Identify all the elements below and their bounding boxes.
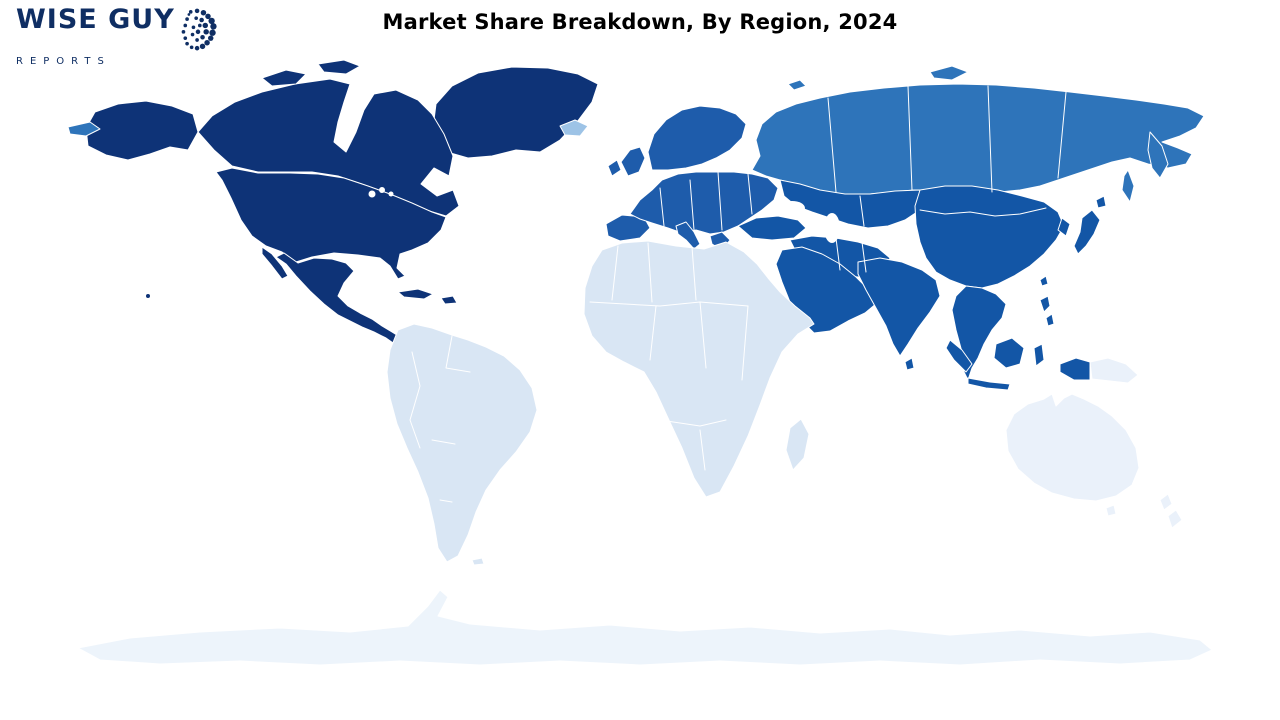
map-region-korea (1057, 217, 1071, 237)
map-region-java (967, 377, 1011, 391)
map-region-falkland-islands (471, 557, 485, 566)
map-region-alaska (85, 100, 199, 161)
map-region-scandinavia (647, 105, 747, 171)
map-region-tasmania (1105, 504, 1117, 517)
map-region-greenland (432, 66, 599, 159)
map-region-cuba (397, 288, 434, 300)
map-region-sri-lanka (904, 357, 915, 371)
map-region-sakhalin (1121, 169, 1135, 203)
map-region-iceland (559, 119, 589, 137)
map-region-iberia (605, 214, 651, 242)
map-region-sulawesi (1033, 343, 1045, 367)
map-region-italy (675, 221, 701, 250)
map-region-sumatra (945, 339, 973, 373)
inland-seas (368, 187, 840, 243)
map-region-india (857, 257, 941, 357)
map-region-philippines-south (1045, 313, 1055, 327)
map-region-chukotka-west-edge (67, 121, 101, 137)
map-region-china-east-asia (914, 185, 1065, 289)
map-region-arctic-island-1 (261, 69, 307, 87)
map-region-africa (583, 240, 815, 498)
great-lake-huron (379, 187, 385, 193)
map-region-new-zealand-south (1167, 509, 1183, 529)
map-region-philippines-north (1039, 295, 1051, 313)
map-region-novaya-zemlya (929, 65, 969, 81)
logo-subtitle: REPORTS (16, 56, 111, 67)
map-region-united-kingdom (620, 146, 646, 177)
map-region-usa (215, 167, 447, 280)
map-region-south-america (386, 323, 538, 563)
map-region-new-guinea-east (1089, 357, 1139, 384)
caspian-sea (824, 213, 840, 243)
map-region-japan-hokkaido (1095, 195, 1107, 209)
map-region-antarctica (77, 589, 1213, 666)
map-region-canada (197, 78, 460, 217)
wise-guy-reports-logo: WISE GUY REPORTS (16, 6, 218, 67)
map-region-taiwan (1039, 275, 1049, 287)
great-lake-ontario (388, 191, 394, 197)
map-region-australia (1005, 393, 1140, 502)
map-region-mexico-central-america (275, 252, 405, 346)
map-region-turkey (737, 215, 807, 241)
map-region-borneo (993, 337, 1025, 369)
map-region-arctic-island-2 (317, 59, 361, 75)
dotted-head-icon (181, 8, 217, 51)
map-region-japan (1073, 209, 1101, 255)
map-region-new-zealand-north (1159, 493, 1173, 511)
map-region-baja-california (261, 246, 289, 280)
map-region-kazakhstan-central-asia (779, 179, 921, 229)
map-region-hispaniola (440, 295, 458, 305)
map-region-svalbard (787, 79, 807, 91)
page-title: Market Share Breakdown, By Region, 2024 (382, 10, 898, 34)
map-region-russia (751, 83, 1205, 197)
map-region-ireland (607, 159, 622, 177)
black-sea (779, 201, 805, 215)
map-region-kamchatka (1147, 131, 1169, 179)
country-border-lines (409, 85, 1067, 503)
map-region-new-guinea-west (1059, 357, 1091, 381)
great-lake-superior (368, 190, 376, 198)
map-region-madagascar (785, 418, 810, 471)
map-region-hawaii (145, 293, 151, 299)
logo-wordmark: WISE GUY (16, 4, 175, 35)
